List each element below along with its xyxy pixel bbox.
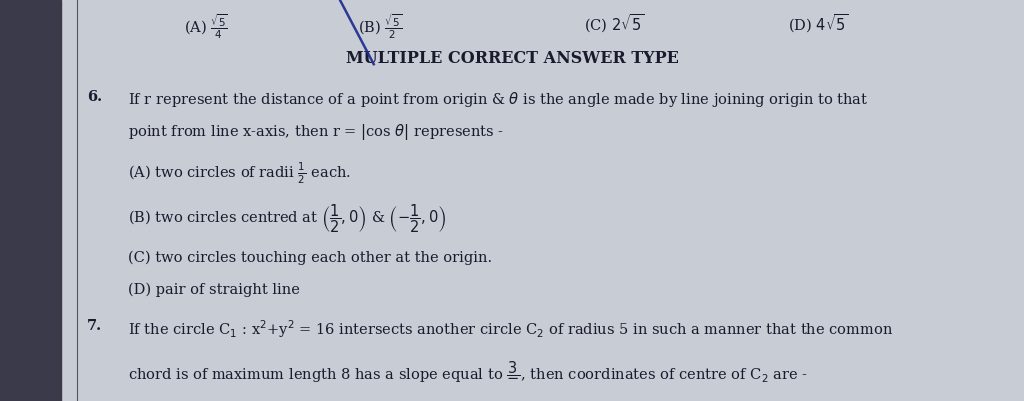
Text: (B) two circles centred at $\left(\dfrac{1}{2},0\right)$ & $\left(-\dfrac{1}{2},: (B) two circles centred at $\left(\dfrac… [128, 203, 446, 235]
Text: 7.: 7. [87, 319, 102, 333]
Text: 6.: 6. [87, 90, 102, 104]
Text: If the circle C$_1$ : x$^2$+y$^2$ = 16 intersects another circle C$_2$ of radius: If the circle C$_1$ : x$^2$+y$^2$ = 16 i… [128, 319, 893, 340]
Text: chord is of maximum length 8 has a slope equal to $\dfrac{3}{-}$, then coordinat: chord is of maximum length 8 has a slope… [128, 359, 808, 384]
Text: (A) $\frac{\sqrt{5}}{4}$: (A) $\frac{\sqrt{5}}{4}$ [184, 12, 228, 41]
Text: (B) $\frac{\sqrt{5}}{2}$: (B) $\frac{\sqrt{5}}{2}$ [358, 12, 402, 41]
Bar [0, 0, 61, 401]
Text: MULTIPLE CORRECT ANSWER TYPE: MULTIPLE CORRECT ANSWER TYPE [345, 50, 679, 67]
Text: (C) two circles touching each other at the origin.: (C) two circles touching each other at t… [128, 251, 493, 265]
Text: (C) $2\sqrt{5}$: (C) $2\sqrt{5}$ [584, 12, 644, 34]
Text: point from line x-axis, then r = $|$cos $\theta$$|$ represents -: point from line x-axis, then r = $|$cos … [128, 122, 504, 142]
Text: (D) pair of straight line: (D) pair of straight line [128, 283, 300, 297]
Text: (A) two circles of radii $\frac{1}{2}$ each.: (A) two circles of radii $\frac{1}{2}$ e… [128, 160, 351, 186]
Text: If r represent the distance of a point from origin & $\theta$ is the angle made : If r represent the distance of a point f… [128, 90, 868, 109]
Text: (D) $4\sqrt{5}$: (D) $4\sqrt{5}$ [788, 12, 849, 34]
